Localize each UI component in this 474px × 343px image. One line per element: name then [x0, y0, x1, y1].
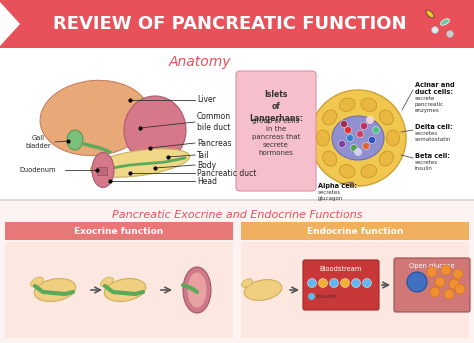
Circle shape: [444, 289, 454, 299]
Circle shape: [355, 149, 362, 155]
Ellipse shape: [40, 80, 150, 156]
Circle shape: [453, 269, 463, 279]
Circle shape: [363, 142, 370, 150]
Ellipse shape: [339, 165, 355, 178]
Ellipse shape: [339, 98, 355, 111]
Circle shape: [338, 141, 346, 147]
Ellipse shape: [242, 279, 253, 287]
Text: secretes
glucagon: secretes glucagon: [318, 190, 343, 201]
Ellipse shape: [92, 153, 114, 188]
Text: Duodenum: Duodenum: [20, 167, 56, 173]
Ellipse shape: [323, 110, 337, 125]
Ellipse shape: [244, 280, 282, 300]
Circle shape: [340, 120, 347, 128]
Circle shape: [352, 279, 361, 287]
Circle shape: [430, 287, 440, 297]
Ellipse shape: [91, 149, 190, 177]
Text: Gall
bladder: Gall bladder: [25, 135, 51, 149]
Circle shape: [319, 279, 328, 287]
Polygon shape: [0, 2, 20, 46]
Ellipse shape: [379, 151, 393, 166]
Text: Alpha cell:: Alpha cell:: [318, 183, 357, 189]
Circle shape: [346, 134, 354, 142]
Circle shape: [427, 267, 437, 277]
Ellipse shape: [67, 130, 83, 150]
Text: Beta cell:: Beta cell:: [415, 153, 450, 159]
Text: Body: Body: [197, 161, 216, 169]
Text: group of cells
in the
pancreas that
secrete
hormones: group of cells in the pancreas that secr…: [252, 118, 300, 156]
Circle shape: [350, 144, 357, 152]
Ellipse shape: [447, 31, 454, 37]
Ellipse shape: [431, 26, 438, 34]
FancyBboxPatch shape: [303, 260, 379, 310]
Circle shape: [373, 127, 380, 133]
Ellipse shape: [317, 130, 329, 146]
FancyBboxPatch shape: [5, 242, 233, 338]
FancyBboxPatch shape: [97, 167, 107, 175]
Text: Delta cell:: Delta cell:: [415, 124, 453, 130]
Text: Acinar and
duct cells:: Acinar and duct cells:: [415, 82, 455, 95]
Ellipse shape: [104, 279, 146, 301]
Circle shape: [441, 265, 451, 275]
FancyBboxPatch shape: [241, 222, 469, 240]
Ellipse shape: [440, 19, 449, 25]
Text: Islets
of
Langerhans:: Islets of Langerhans:: [249, 90, 303, 122]
Ellipse shape: [183, 267, 211, 313]
Text: Bloodstream: Bloodstream: [320, 266, 362, 272]
Ellipse shape: [323, 151, 337, 166]
Ellipse shape: [361, 165, 377, 178]
Circle shape: [449, 279, 459, 289]
FancyBboxPatch shape: [241, 242, 469, 338]
FancyBboxPatch shape: [0, 48, 474, 200]
Text: REVIEW OF PANCREATIC FUNCTION: REVIEW OF PANCREATIC FUNCTION: [53, 15, 407, 33]
FancyBboxPatch shape: [236, 71, 316, 191]
Circle shape: [366, 117, 374, 123]
Ellipse shape: [124, 96, 186, 164]
FancyBboxPatch shape: [0, 0, 474, 48]
Text: Insulin: Insulin: [316, 294, 337, 298]
Text: Head: Head: [197, 177, 217, 186]
Text: secretes
somatostatin: secretes somatostatin: [415, 131, 451, 142]
Ellipse shape: [426, 10, 434, 18]
FancyBboxPatch shape: [5, 222, 233, 240]
Ellipse shape: [379, 110, 393, 125]
FancyBboxPatch shape: [394, 258, 470, 312]
Text: Anatomy: Anatomy: [169, 55, 231, 69]
Circle shape: [345, 127, 352, 133]
Circle shape: [368, 137, 375, 143]
Text: Tail: Tail: [197, 151, 210, 159]
Circle shape: [407, 272, 427, 292]
FancyBboxPatch shape: [0, 200, 474, 343]
Text: Common
bile duct: Common bile duct: [197, 112, 231, 132]
Circle shape: [435, 277, 445, 287]
Text: Pancreatic Exocrine and Endocrine Functions: Pancreatic Exocrine and Endocrine Functi…: [112, 210, 362, 220]
Text: secrete
pancreatic
enzymes: secrete pancreatic enzymes: [415, 96, 444, 114]
Circle shape: [363, 279, 372, 287]
Ellipse shape: [332, 116, 384, 160]
Circle shape: [356, 130, 364, 138]
Ellipse shape: [100, 277, 113, 287]
Text: Pancreatic duct: Pancreatic duct: [197, 168, 256, 177]
Circle shape: [308, 279, 317, 287]
Text: Pancreas: Pancreas: [197, 139, 231, 147]
Text: Exocrine function: Exocrine function: [74, 226, 164, 236]
Text: Open glucose: Open glucose: [409, 263, 455, 269]
Circle shape: [361, 122, 367, 130]
Text: Endocrine function: Endocrine function: [307, 226, 403, 236]
Ellipse shape: [31, 277, 44, 287]
Circle shape: [455, 284, 465, 294]
Circle shape: [329, 279, 338, 287]
Text: Liver: Liver: [197, 95, 216, 105]
Circle shape: [340, 279, 349, 287]
Text: secretes
insulin: secretes insulin: [415, 160, 438, 171]
Ellipse shape: [361, 98, 377, 111]
Circle shape: [310, 90, 406, 186]
Ellipse shape: [34, 279, 76, 301]
Ellipse shape: [187, 272, 207, 308]
Ellipse shape: [386, 130, 400, 146]
